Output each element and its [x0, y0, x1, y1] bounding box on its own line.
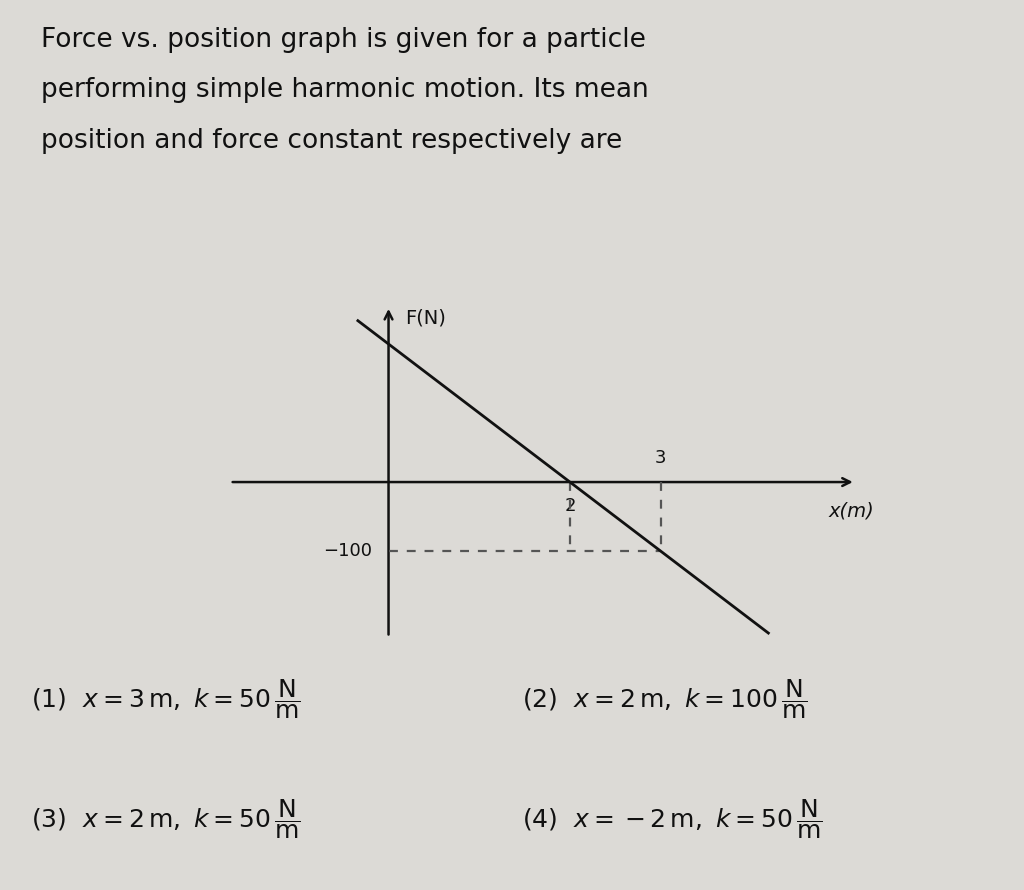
Text: Force vs. position graph is given for a particle: Force vs. position graph is given for a … — [41, 27, 646, 53]
Text: $(3)\ \ x = 2\,\mathrm{m},\ k = 50\,\dfrac{\mathrm{N}}{\mathrm{m}}$: $(3)\ \ x = 2\,\mathrm{m},\ k = 50\,\dfr… — [31, 797, 300, 841]
Text: $(2)\ \ x = 2\,\mathrm{m},\ k = 100\,\dfrac{\mathrm{N}}{\mathrm{m}}$: $(2)\ \ x = 2\,\mathrm{m},\ k = 100\,\df… — [522, 676, 808, 721]
Text: position and force constant respectively are: position and force constant respectively… — [41, 128, 623, 154]
Text: x(m): x(m) — [828, 501, 873, 521]
Text: $(1)\ \ x = 3\,\mathrm{m},\ k = 50\,\dfrac{\mathrm{N}}{\mathrm{m}}$: $(1)\ \ x = 3\,\mathrm{m},\ k = 50\,\dfr… — [31, 676, 300, 721]
Text: 2: 2 — [564, 498, 575, 515]
Text: F(N): F(N) — [404, 308, 445, 328]
Text: $(4)\ \ x = -2\,\mathrm{m},\ k = 50\,\dfrac{\mathrm{N}}{\mathrm{m}}$: $(4)\ \ x = -2\,\mathrm{m},\ k = 50\,\df… — [522, 797, 822, 841]
Text: −100: −100 — [324, 542, 372, 560]
Text: performing simple harmonic motion. Its mean: performing simple harmonic motion. Its m… — [41, 77, 649, 103]
Text: 3: 3 — [655, 449, 667, 467]
